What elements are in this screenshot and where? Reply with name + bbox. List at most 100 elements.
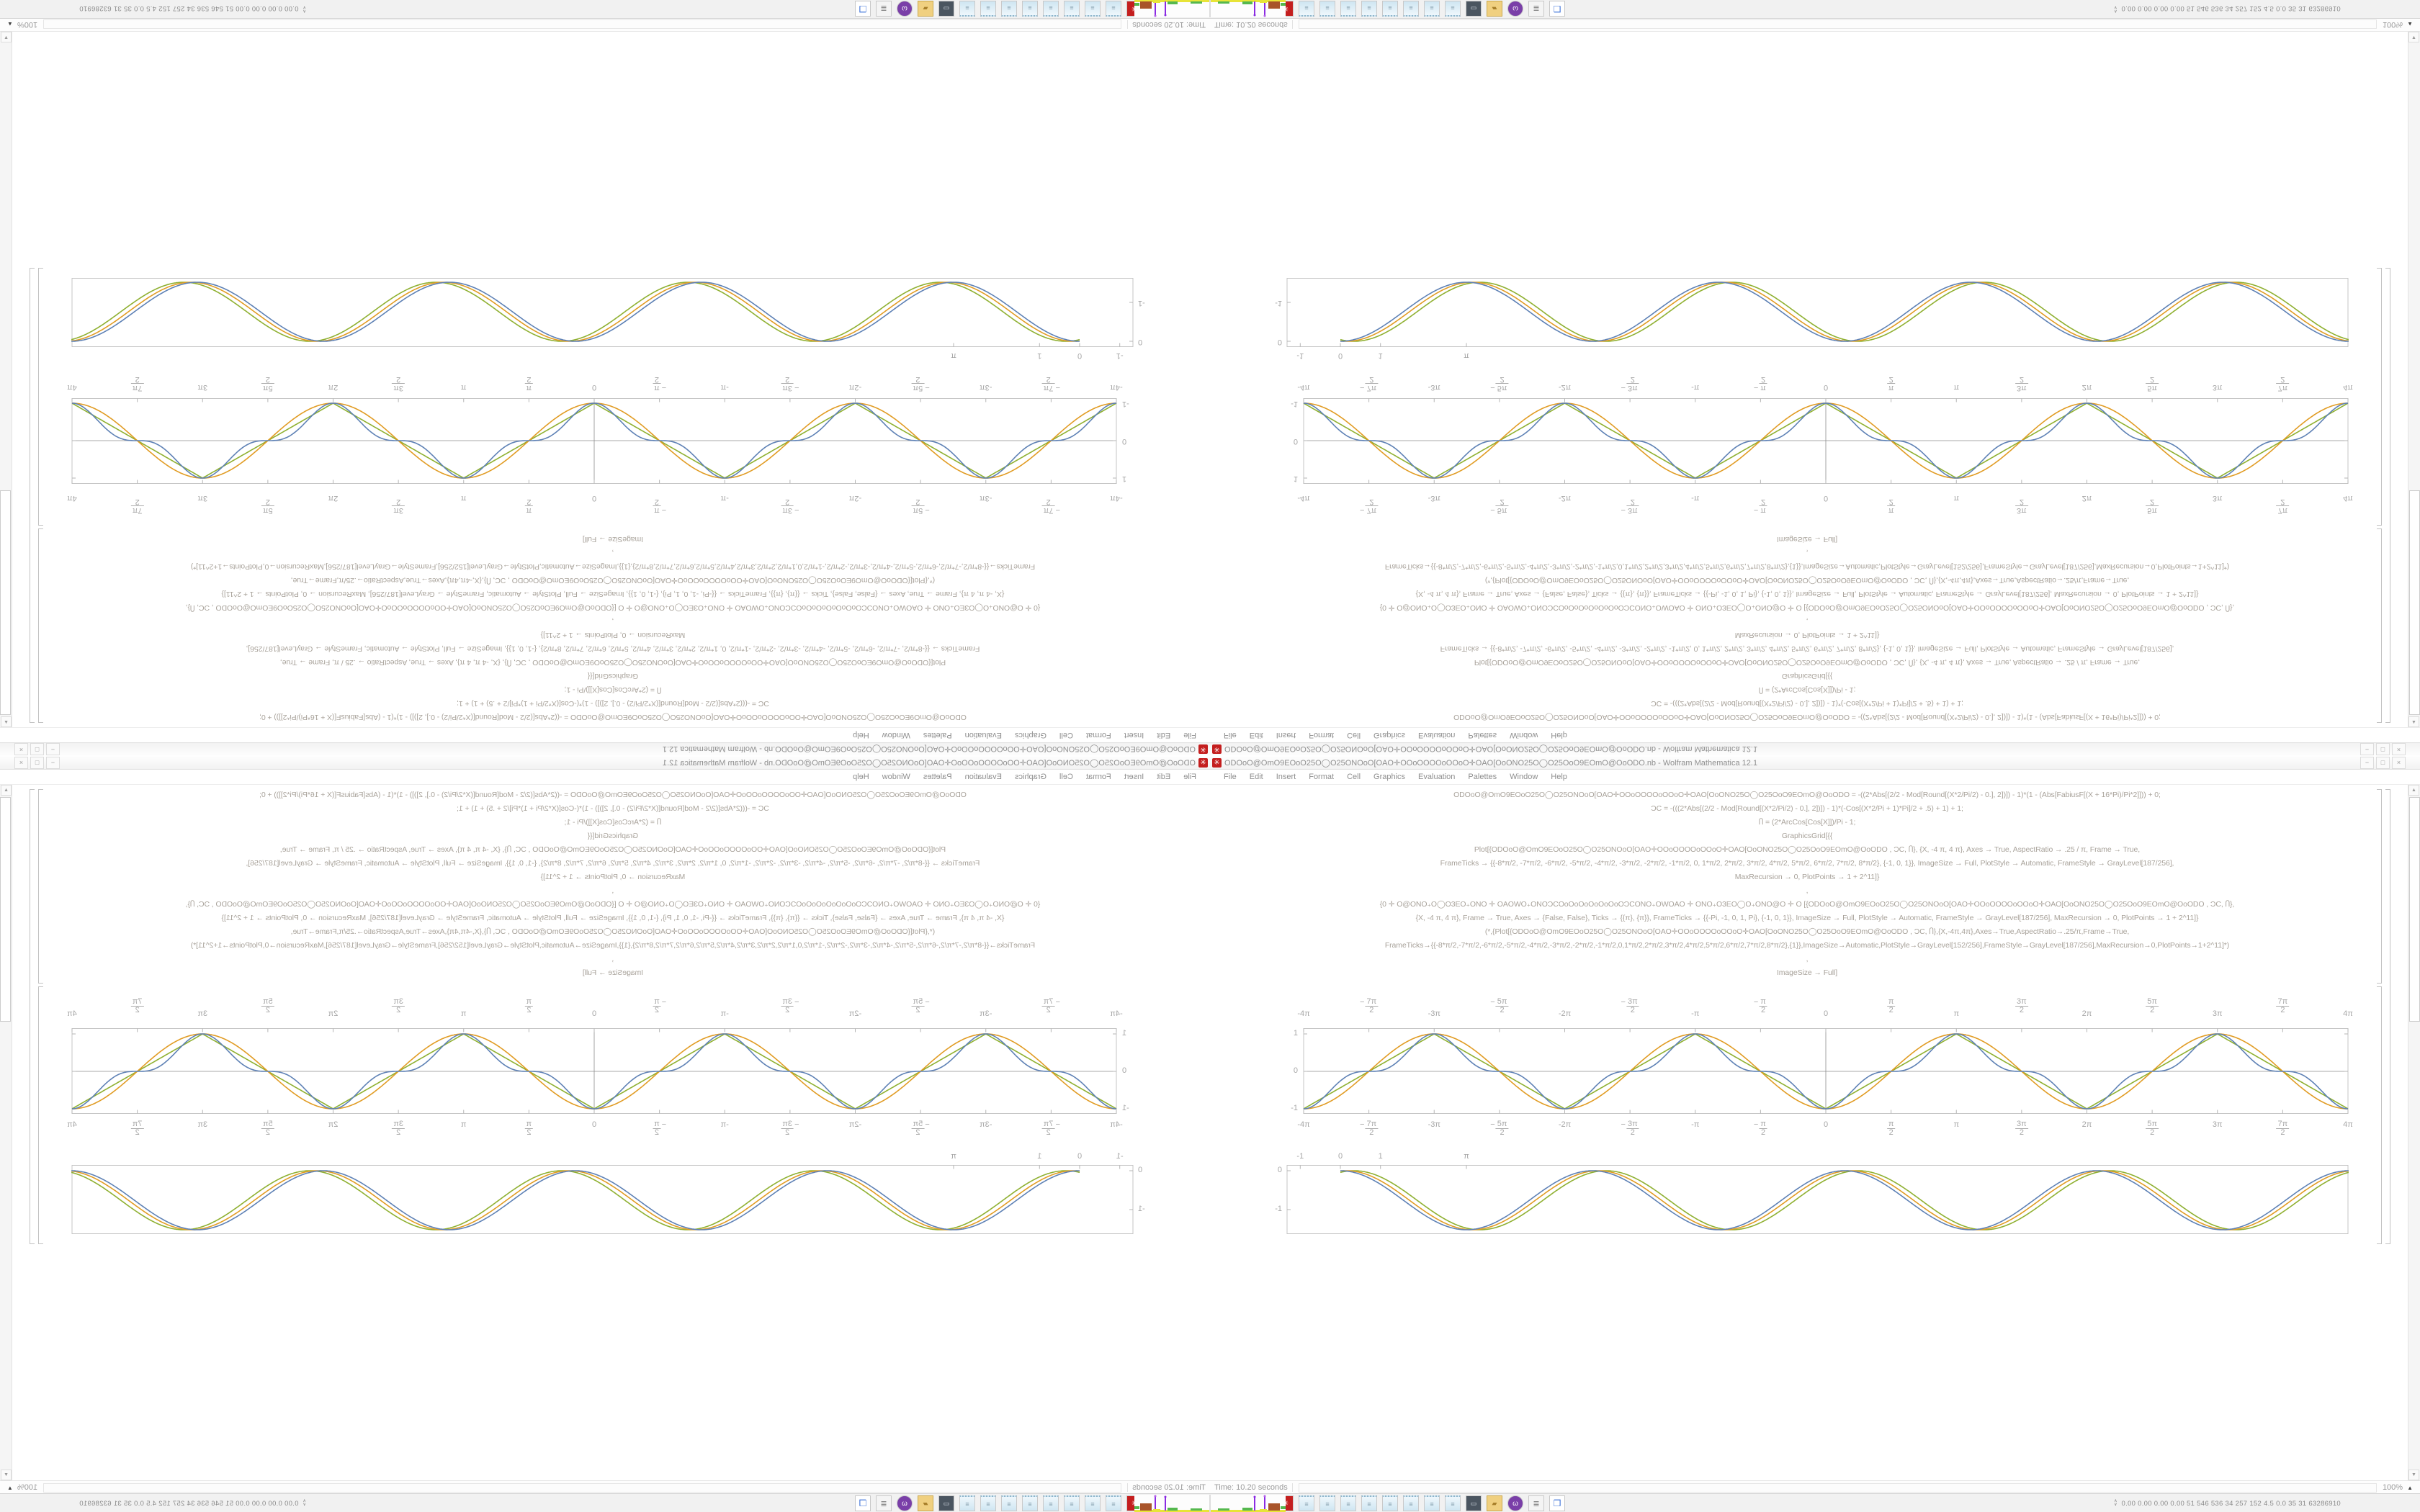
code-line[interactable]: FrameTicks → {{-8*π/2, -7*π/2, -6*π/2, -…: [246, 859, 980, 868]
code-line[interactable]: (*,{Plot[{ODOoO@OmO9EOoO25O◯O25ONOoO[OAO…: [290, 927, 936, 936]
menu-item-insert[interactable]: Insert: [1124, 773, 1144, 781]
mask-icon[interactable]: ω: [897, 1, 913, 17]
scrollbar-thumb[interactable]: [2409, 797, 2420, 1022]
notepad-icon[interactable]: ≡: [1299, 1495, 1314, 1511]
menu-item-cell[interactable]: Cell: [1059, 731, 1073, 739]
menu-item-edit[interactable]: Edit: [1157, 773, 1171, 781]
cell-bracket-group[interactable]: [2385, 268, 2390, 723]
code-line[interactable]: ,: [1806, 955, 1809, 963]
notepad-icon[interactable]: ≡: [1445, 1, 1461, 17]
menu-item-help[interactable]: Help: [853, 731, 869, 739]
scrollbar-thumb[interactable]: [0, 797, 11, 1022]
notepad-icon[interactable]: ≡: [1403, 1495, 1419, 1511]
code-line[interactable]: Plot[{ODOoO@OmO9EOoO25O◯O25ONOoO[OAO✛OOo…: [1474, 845, 2141, 854]
code-line[interactable]: Ⴖ = (2*ArcCos[Cos[X]])/Pi - 1;: [564, 818, 662, 827]
scroll-down-icon[interactable]: ▼: [2408, 32, 2419, 42]
notepad-icon[interactable]: ≡: [1382, 1, 1398, 17]
menu-item-graphics[interactable]: Graphics: [1373, 773, 1406, 781]
menu-item-help[interactable]: Help: [853, 773, 869, 781]
menu-item-window[interactable]: Window: [1510, 773, 1538, 781]
notepad-icon[interactable]: ≡: [1001, 1, 1017, 17]
zoom-menu-arrow-icon[interactable]: ▲: [2407, 21, 2413, 28]
maximize-button[interactable]: □: [2376, 743, 2390, 755]
title-bar[interactable]: ✳ ODOoO@OmO9EOoO25O◯O25ONOoO[OAO✛OOoOOOO…: [1210, 742, 2420, 756]
menu-item-evaluation[interactable]: Evaluation: [1418, 731, 1456, 739]
menu-item-file[interactable]: File: [1183, 731, 1196, 739]
cell-bracket-input[interactable]: [2377, 528, 2382, 723]
vertical-scrollbar[interactable]: ▲ ▼: [0, 785, 12, 1480]
menu-item-edit[interactable]: Edit: [1249, 731, 1263, 739]
notepad-icon[interactable]: ≡: [1319, 1, 1335, 17]
horizontal-scrollbar[interactable]: [1298, 19, 2377, 30]
code-line[interactable]: ,: [1806, 886, 1809, 895]
code-line[interactable]: (*,{Plot[{ODOoO@OmO9EOoO25O◯O25ONOoO[OAO…: [290, 576, 936, 585]
menu-item-evaluation[interactable]: Evaluation: [964, 731, 1002, 739]
menu-item-format[interactable]: Format: [1085, 773, 1111, 781]
code-line[interactable]: MaxRecursion → 0, PlotPoints → 1 + 2^11]…: [540, 873, 686, 881]
notepad-icon[interactable]: ≡: [1001, 1495, 1017, 1511]
mask-icon[interactable]: ω: [1507, 1495, 1523, 1511]
code-line[interactable]: {0 ✛ O@ONO₊O◯O3EO₊ONO ✛ OAOWO₊ONOƆCOoOoO…: [1379, 900, 2235, 909]
menu-item-help[interactable]: Help: [1551, 731, 1567, 739]
code-line[interactable]: ,: [611, 617, 614, 626]
menu-item-palettes[interactable]: Palettes: [1468, 773, 1497, 781]
vertical-scrollbar[interactable]: ▲ ▼: [2408, 32, 2420, 727]
menu-item-format[interactable]: Format: [1309, 731, 1335, 739]
notepad-icon[interactable]: ≡: [1043, 1, 1059, 17]
notebook-content[interactable]: ODOoO@OmO9EOoO25O◯O25ONOoO[OAO✛OOoOOOOoO…: [16, 32, 1210, 727]
window-icon[interactable]: ❒: [1549, 1, 1565, 17]
code-line[interactable]: (*,{Plot[{ODOoO@OmO9EOoO25O◯O25ONOoO[OAO…: [1484, 927, 2130, 936]
mask-icon[interactable]: ω: [1507, 1, 1523, 17]
menu-item-window[interactable]: Window: [1510, 731, 1538, 739]
menu-item-evaluation[interactable]: Evaluation: [964, 773, 1002, 781]
menu-item-file[interactable]: File: [1224, 773, 1237, 781]
horizontal-scrollbar[interactable]: [43, 1482, 1122, 1493]
code-line[interactable]: MaxRecursion → 0, PlotPoints → 1 + 2^11]…: [1734, 631, 1880, 639]
maximize-button[interactable]: □: [30, 743, 44, 755]
menu-item-window[interactable]: Window: [882, 773, 910, 781]
code-line[interactable]: GraphicsGrid[{{: [1781, 672, 1833, 680]
code-line[interactable]: ODOoO@OmO9EOoO25O◯O25ONOoO[OAO✛OOoOOOOoO…: [259, 791, 967, 799]
code-line[interactable]: {X, -4 π, 4 π}, Frame → True, Axes → {Fa…: [1415, 914, 2199, 922]
notepad-icon[interactable]: ≡: [1106, 1, 1121, 17]
code-line[interactable]: ƆC = -(((2*Abs[(2/2 - Mod[Round[(X*2/Pi/…: [457, 804, 769, 813]
menu-item-graphics[interactable]: Graphics: [1373, 731, 1406, 739]
notepad-icon[interactable]: ≡: [1424, 1495, 1440, 1511]
scroll-icon[interactable]: ≣: [1528, 1, 1544, 17]
magnification-control[interactable]: 100% ▲: [2383, 20, 2420, 29]
scroll-up-icon[interactable]: ▲: [2408, 785, 2419, 796]
cell-bracket-output[interactable]: [38, 268, 43, 526]
code-line[interactable]: ImageSize → Full]: [1776, 968, 1838, 977]
notepad-icon[interactable]: ≡: [1106, 1495, 1121, 1511]
code-line[interactable]: Ⴖ = (2*ArcCos[Cos[X]])/Pi - 1;: [1758, 685, 1856, 694]
code-line[interactable]: MaxRecursion → 0, PlotPoints → 1 + 2^11]…: [540, 631, 686, 639]
code-line[interactable]: FrameTicks → {{-8*π/2, -7*π/2, -6*π/2, -…: [246, 644, 980, 653]
code-line[interactable]: GraphicsGrid[{{: [1781, 832, 1833, 840]
menu-item-palettes[interactable]: Palettes: [1468, 731, 1497, 739]
code-cell[interactable]: ODOoO@OmO9EOoO25O◯O25ONOoO[OAO✛OOoOOOOoO…: [22, 788, 1204, 980]
scroll-icon[interactable]: ≣: [1528, 1495, 1544, 1511]
notebook-content[interactable]: ODOoO@OmO9EOoO25O◯O25ONOoO[OAO✛OOoOOOOoO…: [16, 785, 1210, 1480]
menu-item-format[interactable]: Format: [1309, 773, 1335, 781]
menu-item-edit[interactable]: Edit: [1249, 773, 1263, 781]
vertical-scrollbar[interactable]: ▲ ▼: [0, 32, 12, 727]
code-line[interactable]: ,: [611, 955, 614, 963]
window-icon[interactable]: ❒: [1549, 1495, 1565, 1511]
code-line[interactable]: {X, -4 π, 4 π}, Frame → True, Axes → {Fa…: [1415, 590, 2199, 598]
minimize-button[interactable]: −: [46, 757, 60, 769]
code-line[interactable]: FrameTicks→{{-8*π/2,-7*π/2,-6*π/2,-5*π/2…: [1384, 562, 2230, 571]
menu-item-cell[interactable]: Cell: [1347, 731, 1361, 739]
code-line[interactable]: FrameTicks→{{-8*π/2,-7*π/2,-6*π/2,-5*π/2…: [1384, 941, 2230, 950]
folder-icon[interactable]: ▰: [1487, 1495, 1502, 1511]
code-line[interactable]: ImageSize → Full]: [1776, 535, 1838, 544]
notepad-icon[interactable]: ≡: [1022, 1, 1038, 17]
notepad-icon[interactable]: ≡: [1403, 1, 1419, 17]
code-line[interactable]: FrameTicks→{{-8*π/2,-7*π/2,-6*π/2,-5*π/2…: [190, 941, 1036, 950]
cell-bracket-group[interactable]: [30, 268, 35, 723]
code-line[interactable]: FrameTicks → {{-8*π/2, -7*π/2, -6*π/2, -…: [1440, 859, 2174, 868]
code-line[interactable]: ODOoO@OmO9EOoO25O◯O25ONOoO[OAO✛OOoOOOOoO…: [1453, 713, 2161, 721]
horizontal-scrollbar[interactable]: [1298, 1482, 2377, 1493]
code-line[interactable]: {X, -4 π, 4 π}, Frame → True, Axes → {Fa…: [221, 914, 1005, 922]
zoom-menu-arrow-icon[interactable]: ▲: [7, 21, 13, 28]
cell-bracket-group[interactable]: [30, 789, 35, 1244]
